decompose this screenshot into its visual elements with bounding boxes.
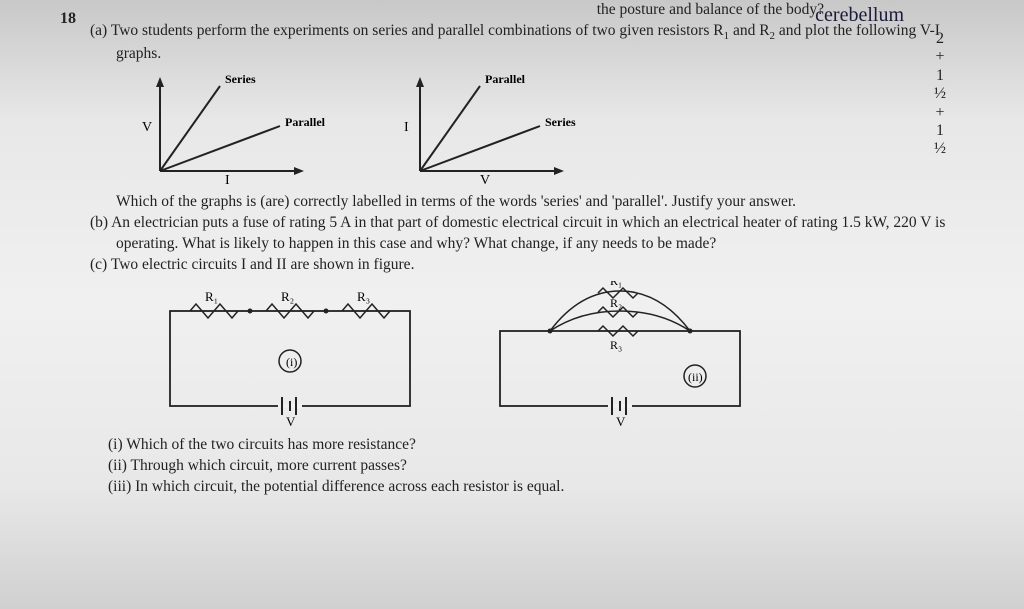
graph1-lower-label: Parallel [285, 115, 326, 129]
svg-text:R₁: R₁ [610, 281, 622, 288]
part-c-text: (c) Two electric circuits I and II are s… [90, 255, 964, 276]
graph1-y-axis: V [142, 120, 152, 135]
svg-text:R₂: R₂ [610, 296, 622, 310]
graph-1: Series Parallel V I [130, 71, 350, 186]
svg-text:V: V [616, 414, 626, 429]
svg-text:R₃: R₃ [610, 338, 622, 352]
svg-text:R₃: R₃ [357, 289, 370, 304]
graph1-x-axis: I [225, 173, 230, 186]
part-a-followup: Which of the graphs is (are) correctly l… [90, 192, 964, 213]
svg-text:(ii): (ii) [688, 370, 703, 384]
graph-2: Parallel Series I V [390, 71, 610, 186]
graph2-upper-label: Parallel [485, 72, 526, 86]
sub-question-i: (i) Which of the two circuits has more r… [90, 435, 964, 456]
circuits-row: R₁ R₂ R₃ (i) V R₁ R₂ [150, 281, 964, 431]
graph2-x-axis: V [480, 173, 490, 186]
sub-question-iii: (iii) In which circuit, the potential di… [90, 477, 964, 498]
sub-question-ii: (ii) Through which circuit, more current… [90, 456, 964, 477]
svg-text:R₁: R₁ [205, 289, 218, 304]
circuit-2: R₁ R₂ R₃ (ii) V [480, 281, 760, 431]
graph2-lower-label: Series [545, 115, 576, 129]
circuit-1: R₁ R₂ R₃ (i) V [150, 281, 430, 431]
margin-marks: 2 + 1 ½ + 1 ½ [934, 30, 946, 159]
svg-text:V: V [286, 414, 296, 429]
question-number: 18 [60, 8, 76, 30]
svg-text:(i): (i) [286, 355, 297, 369]
svg-text:R₂: R₂ [281, 289, 294, 304]
graph1-upper-label: Series [225, 72, 256, 86]
graph2-y-axis: I [404, 120, 409, 135]
part-b-text: (b) An electrician puts a fuse of rating… [90, 213, 964, 255]
handwritten-answer: cerebellum [815, 2, 904, 29]
graphs-row: Series Parallel V I Parallel Series I V [130, 71, 964, 186]
